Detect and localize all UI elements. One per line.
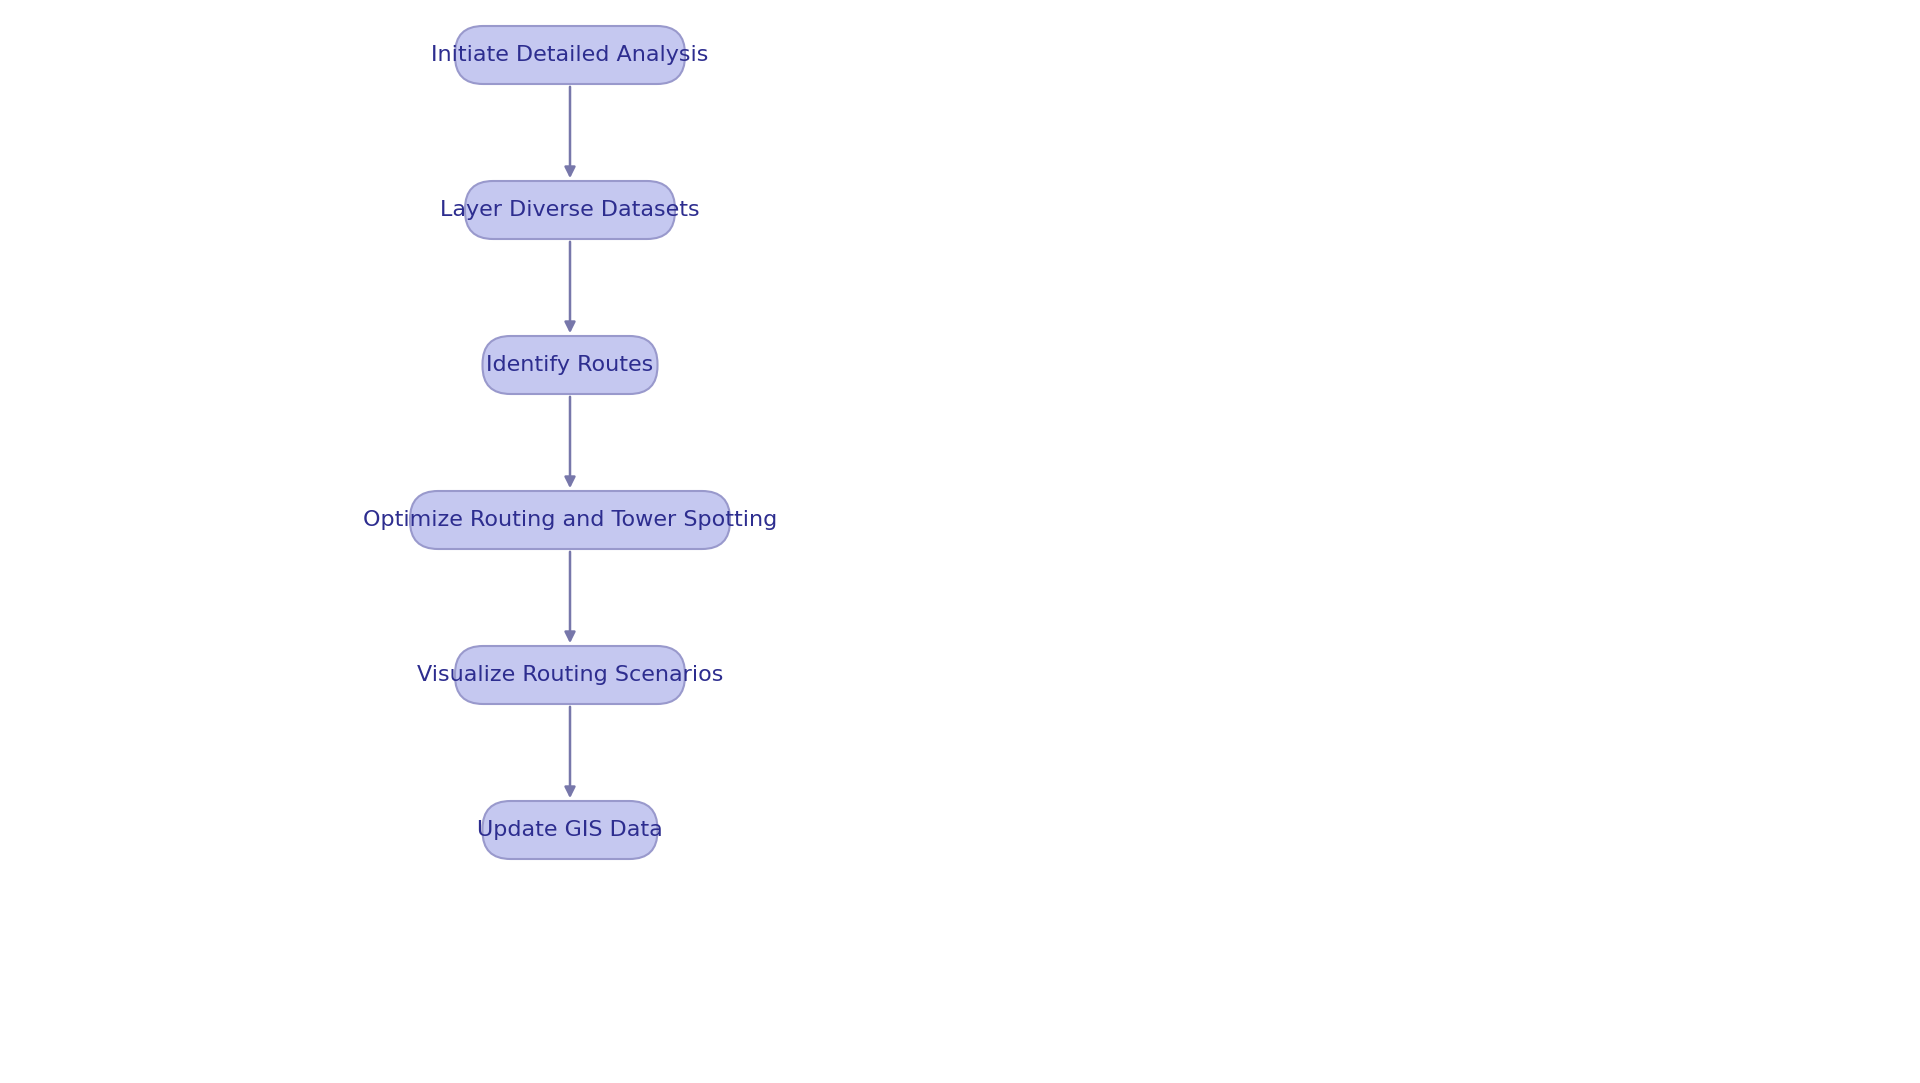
FancyBboxPatch shape xyxy=(482,336,657,394)
Text: Initiate Detailed Analysis: Initiate Detailed Analysis xyxy=(432,45,708,65)
Text: Update GIS Data: Update GIS Data xyxy=(478,820,662,840)
Text: Identify Routes: Identify Routes xyxy=(486,355,653,375)
Text: Optimize Routing and Tower Spotting: Optimize Routing and Tower Spotting xyxy=(363,510,778,530)
FancyBboxPatch shape xyxy=(465,181,676,239)
FancyBboxPatch shape xyxy=(455,645,685,704)
FancyBboxPatch shape xyxy=(455,26,685,84)
FancyBboxPatch shape xyxy=(482,801,657,859)
Text: Layer Diverse Datasets: Layer Diverse Datasets xyxy=(440,200,699,220)
Text: Visualize Routing Scenarios: Visualize Routing Scenarios xyxy=(417,665,724,686)
FancyBboxPatch shape xyxy=(411,491,730,549)
